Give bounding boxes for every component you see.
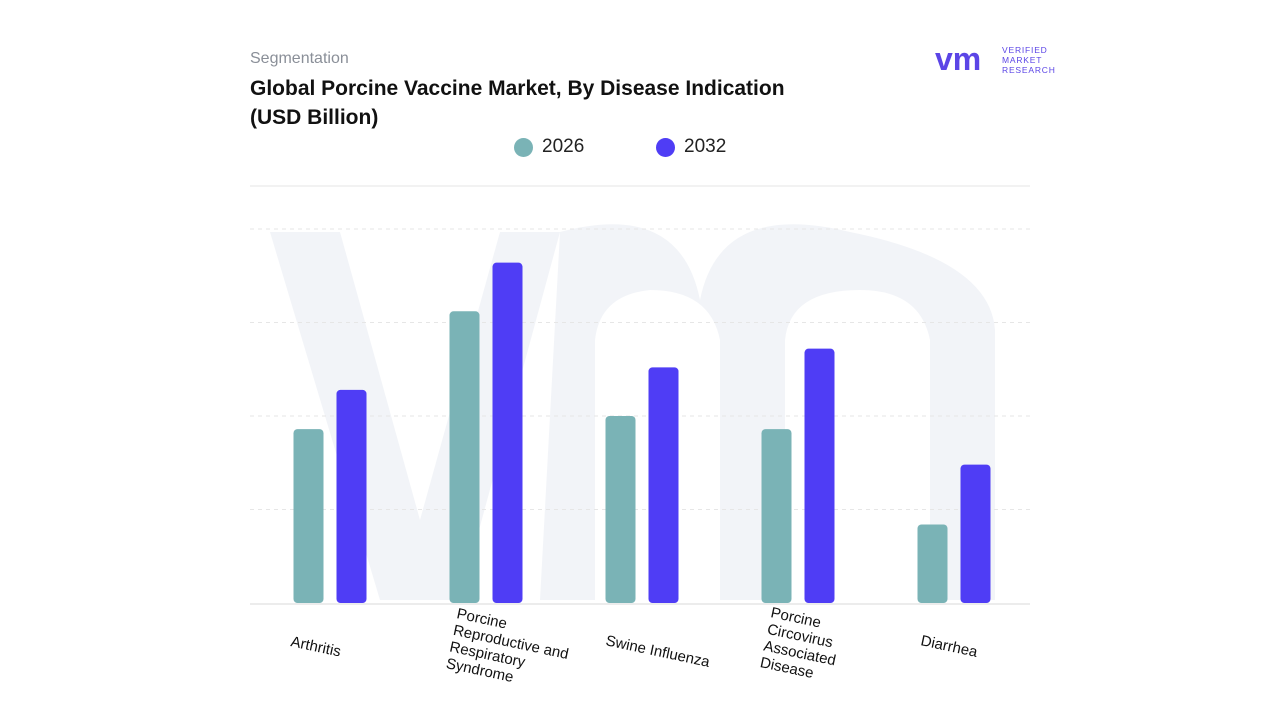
x-tick-label-3: PorcineCircovirusAssociatedDisease: [759, 604, 845, 686]
bar-2026-3: [761, 429, 792, 603]
x-tick-label-0: Arthritis: [289, 633, 342, 660]
chart-title: Global Porcine Vaccine Market, By Diseas…: [250, 77, 785, 129]
logo-mark: vm: [935, 44, 981, 77]
bar-2032-4: [960, 464, 991, 603]
logo-line1: VERIFIED: [1002, 45, 1048, 55]
x-tick-label-4: Diarrhea: [919, 632, 979, 661]
legend-swatch-2026: [514, 137, 533, 157]
logo-line2: MARKET: [1002, 55, 1042, 65]
logo-line3: RESEARCH: [1002, 65, 1056, 75]
legend-swatch-2032: [656, 137, 675, 157]
bar-2026-2: [605, 416, 636, 603]
bar-2026-4: [917, 524, 948, 603]
bar-2032-2: [648, 367, 679, 603]
watermark-m: [540, 224, 995, 600]
legend-label-2026: 2026: [542, 136, 585, 157]
bar-2032-1: [492, 262, 523, 603]
watermark-v: [270, 232, 560, 600]
legend-item-2032: 2032: [656, 136, 726, 158]
bar-2032-0: [336, 389, 367, 603]
x-tick-label-1: PorcineReproductive andRespiratorySyndro…: [445, 605, 574, 696]
x-tick-label-2: Swine Influenza: [604, 632, 712, 671]
segmentation-label: Segmentation: [250, 50, 349, 67]
chart-legend: 2026 2032: [0, 136, 1280, 162]
legend-label-2032: 2032: [684, 136, 727, 157]
bar-2026-0: [293, 429, 324, 603]
bar-2032-3: [804, 348, 835, 603]
bar-2026-1: [449, 311, 480, 603]
legend-item-2026: 2026: [514, 136, 584, 158]
vmr-logo: vm VERIFIED MARKET RESEARCH: [935, 44, 1056, 77]
